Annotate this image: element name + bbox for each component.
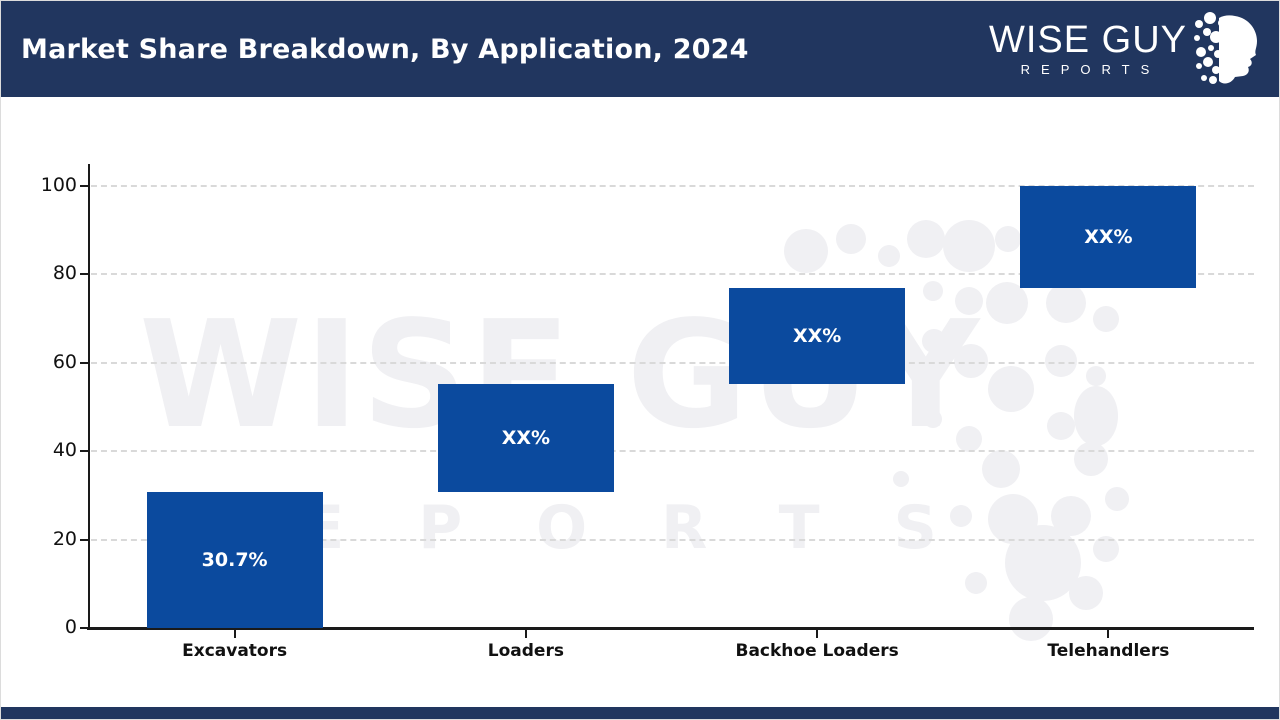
waterfall-bar: XX% <box>437 384 614 493</box>
x-axis-line <box>87 627 1254 630</box>
wiseguy-logo: WISE GUY REPORTS <box>989 10 1263 88</box>
x-tick <box>1107 630 1110 638</box>
y-gridline <box>91 538 1254 541</box>
y-tick-label: 80 <box>52 262 77 285</box>
header-bar: Market Share Breakdown, By Application, … <box>1 1 1279 97</box>
x-category-label: Backhoe Loaders <box>735 641 899 661</box>
bar-value-label: 30.7% <box>201 549 268 572</box>
y-gridline <box>91 185 1254 187</box>
waterfall-bar: XX% <box>1020 186 1197 288</box>
y-tick <box>80 273 89 276</box>
y-tick-label: 20 <box>52 527 77 550</box>
y-tick-label: 100 <box>40 174 77 196</box>
y-tick-label: 40 <box>52 439 77 462</box>
y-gridline <box>91 361 1254 364</box>
wiseguy-logo-head-icon <box>1194 12 1257 84</box>
x-tick <box>816 630 819 638</box>
y-tick <box>80 627 89 629</box>
bar-value-label: XX% <box>501 427 551 450</box>
y-gridline <box>91 450 1254 453</box>
x-category-label: Excavators <box>182 641 288 661</box>
x-tick <box>233 630 236 638</box>
y-gridline <box>91 273 1254 276</box>
x-category-label: Telehandlers <box>1047 641 1170 661</box>
page-title: Market Share Breakdown, By Application, … <box>21 33 749 65</box>
waterfall-bar: XX% <box>729 287 906 384</box>
y-tick-label: 0 <box>64 616 77 638</box>
footer-bar <box>1 707 1279 719</box>
wiseguy-logo-text: WISE GUY REPORTS <box>989 21 1187 77</box>
wiseguy-logo-line1: WISE GUY <box>988 19 1187 61</box>
y-tick <box>80 538 89 541</box>
y-axis-line <box>88 164 90 630</box>
wiseguy-logo-line2: REPORTS <box>1020 62 1161 77</box>
y-tick <box>80 361 89 364</box>
y-tick <box>80 185 89 187</box>
y-tick-label: 60 <box>52 350 77 373</box>
x-category-label: Loaders <box>487 641 564 661</box>
x-tick <box>524 630 527 638</box>
waterfall-bar: 30.7% <box>146 492 323 628</box>
y-tick <box>80 450 89 453</box>
bar-value-label: XX% <box>792 324 842 347</box>
bar-value-label: XX% <box>1084 225 1133 248</box>
